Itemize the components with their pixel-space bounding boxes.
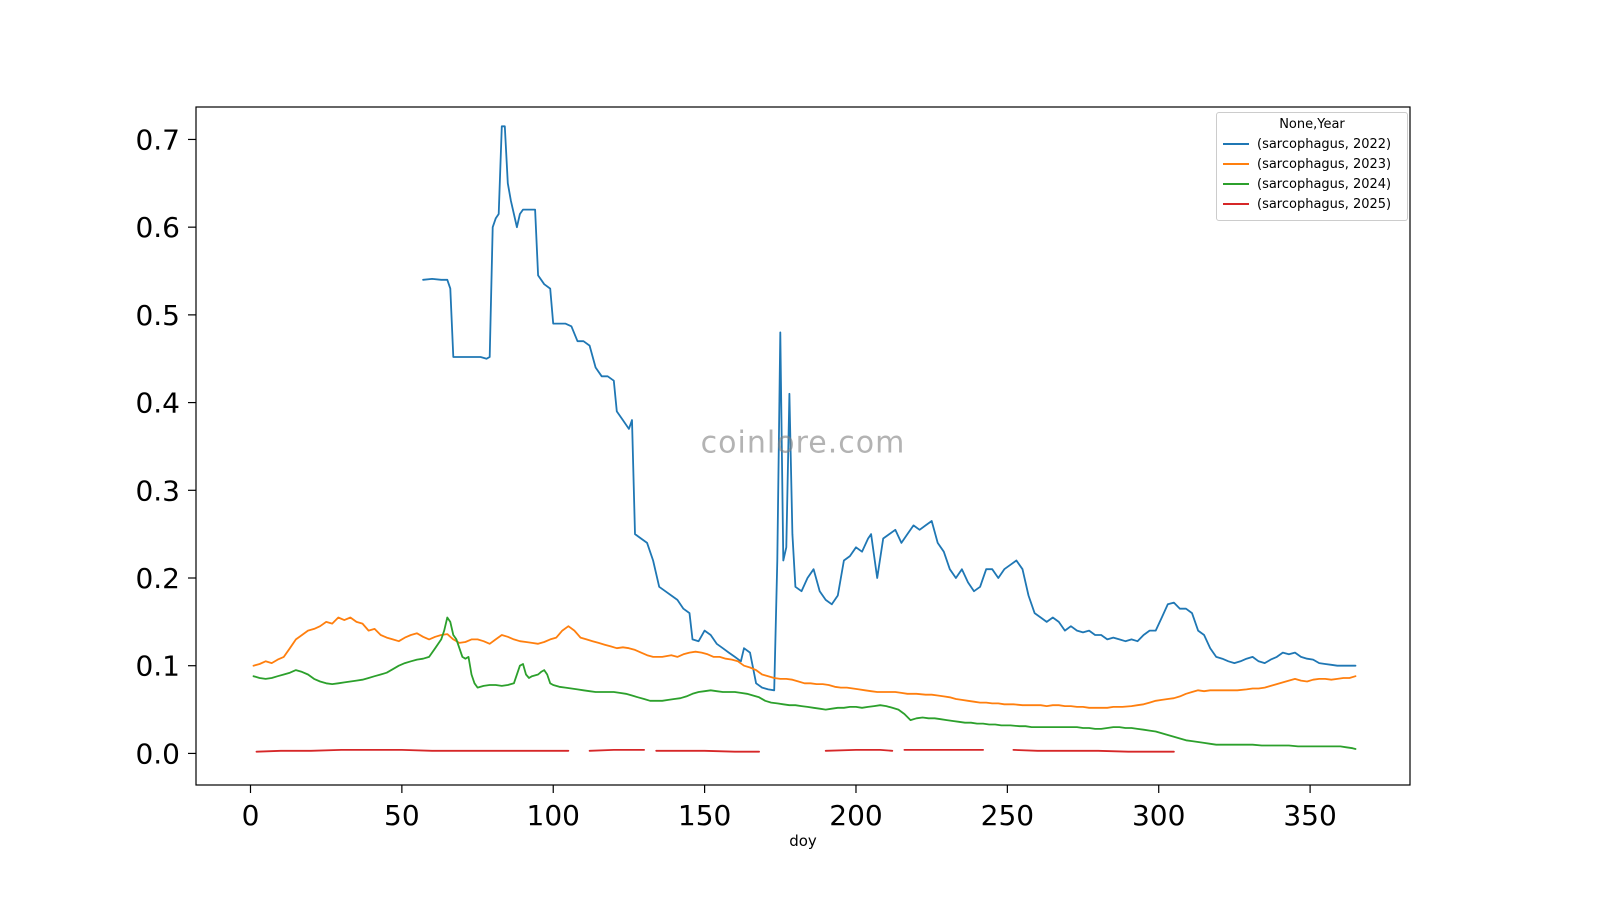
x-tick-label: 50 (384, 799, 420, 832)
series-line-sarcophagus-2025 (255, 749, 1175, 753)
y-tick-label: 0.6 (135, 211, 180, 244)
y-tick-label: 0.7 (135, 123, 180, 156)
y-tick-label: 0.3 (135, 474, 180, 507)
legend-entry-sarcophagus-2024: (sarcophagus, 2024) (1223, 174, 1401, 194)
legend-swatch-sarcophagus-2022 (1223, 143, 1249, 145)
y-tick-label: 0.4 (135, 387, 180, 420)
legend-entry-sarcophagus-2025: (sarcophagus, 2025) (1223, 194, 1401, 214)
legend-label-sarcophagus-2025: (sarcophagus, 2025) (1257, 196, 1392, 212)
legend-swatch-sarcophagus-2024 (1223, 183, 1249, 185)
legend-box: None,Year (sarcophagus, 2022) (sarcophagu… (1216, 112, 1408, 221)
legend-swatch-sarcophagus-2023 (1223, 163, 1249, 165)
legend-label-sarcophagus-2022: (sarcophagus, 2022) (1257, 136, 1392, 152)
y-tick-label: 0.0 (135, 737, 180, 770)
legend-title: None,Year (1279, 117, 1345, 132)
series-line-sarcophagus-2023 (252, 616, 1357, 709)
legend-entry-sarcophagus-2022: (sarcophagus, 2022) (1223, 134, 1401, 154)
x-tick-label: 350 (1283, 799, 1336, 832)
legend-swatch-sarcophagus-2025 (1223, 203, 1249, 205)
x-tick-label: 300 (1132, 799, 1185, 832)
x-tick-label: 200 (829, 799, 882, 832)
x-tick-label: 150 (678, 799, 731, 832)
x-tick-label: 250 (981, 799, 1034, 832)
x-tick-label: 0 (242, 799, 260, 832)
legend-label-sarcophagus-2024: (sarcophagus, 2024) (1257, 176, 1392, 192)
y-tick-label: 0.5 (135, 299, 180, 332)
x-axis-label: doy (789, 832, 817, 850)
legend-entry-sarcophagus-2023: (sarcophagus, 2023) (1223, 154, 1401, 174)
watermark-text: coinlore.com (700, 425, 906, 461)
x-tick-label: 100 (527, 799, 580, 832)
legend-rows: (sarcophagus, 2022) (sarcophagus, 2023) (s… (1223, 134, 1401, 214)
y-tick-label: 0.2 (135, 562, 180, 595)
series-line-sarcophagus-2024 (252, 616, 1357, 750)
series-line-sarcophagus-2022 (422, 125, 1357, 692)
y-tick-label: 0.1 (135, 650, 180, 683)
plot-frame (195, 106, 1411, 786)
legend-label-sarcophagus-2023: (sarcophagus, 2023) (1257, 156, 1392, 172)
